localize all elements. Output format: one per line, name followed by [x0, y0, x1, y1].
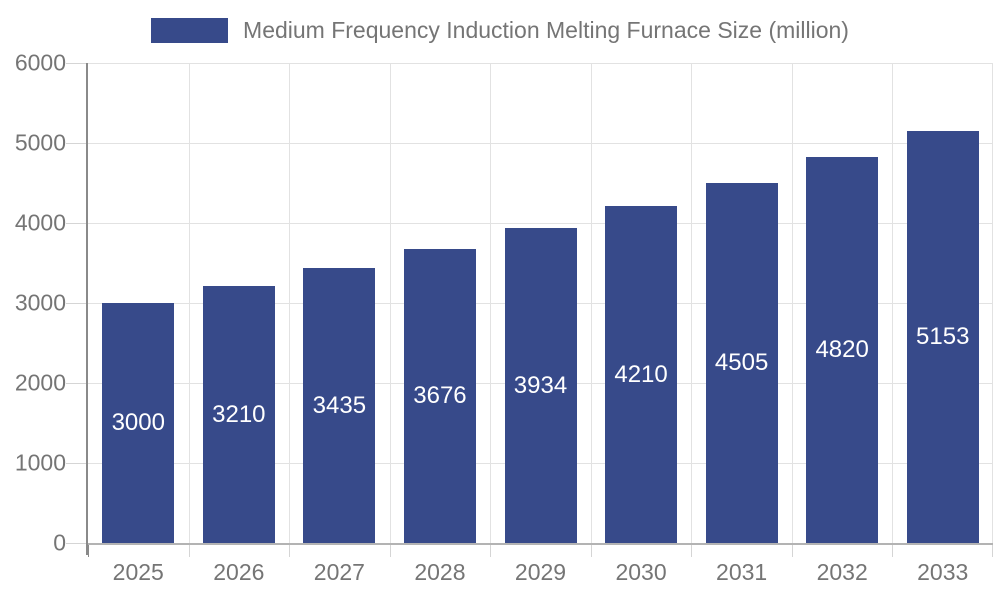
bar-value-label: 3000: [111, 409, 165, 436]
x-tick-label: 2030: [615, 559, 667, 585]
x-tick-label: 2033: [917, 559, 969, 585]
bar-value-label: 3435: [312, 391, 367, 419]
x-gridline: [892, 63, 894, 543]
y-tick: [66, 462, 86, 464]
bar: [705, 182, 778, 543]
x-tick-label: 2031: [716, 559, 768, 585]
legend[interactable]: Medium Frequency Induction Melting Furna…: [0, 17, 1000, 44]
x-gridline: [791, 63, 793, 543]
bar: [504, 228, 577, 543]
bar: [906, 130, 979, 543]
y-tick: [66, 382, 86, 384]
y-tick-label: 6000: [14, 49, 66, 76]
y-tick: [66, 542, 86, 544]
x-gridline: [490, 63, 492, 543]
x-axis-line: [88, 543, 993, 545]
x-tick-label: 2025: [112, 559, 164, 585]
bar: [403, 248, 476, 543]
x-gridline: [992, 63, 993, 543]
bar-value-label: 3210: [212, 400, 266, 428]
x-tick-label: 2026: [213, 559, 265, 585]
y-tick: [66, 302, 86, 304]
x-tick-label: 2027: [313, 559, 365, 585]
legend-label: Medium Frequency Induction Melting Furna…: [243, 17, 849, 43]
y-tick-label: 3000: [14, 289, 66, 316]
bar: [102, 303, 175, 543]
x-gridline: [590, 63, 592, 543]
y-tick-label: 5000: [14, 129, 66, 156]
y-axis-line: [86, 63, 88, 555]
y-tick-label: 1000: [14, 449, 66, 476]
x-gridline: [389, 63, 391, 543]
x-tick-label: 2029: [514, 559, 567, 585]
x-tick: [88, 545, 89, 557]
plot-area: 0 1000 2000 3000 4000 5000 6000 3000 2025 3210 202…: [15, 51, 993, 585]
x-tick: [791, 545, 793, 557]
x-tick: [992, 545, 993, 557]
bar: [806, 157, 879, 543]
y-gridline: [88, 142, 993, 144]
bar-value-label: 3934: [513, 371, 568, 399]
x-tick: [389, 545, 391, 557]
x-tick: [590, 545, 592, 557]
y-tick-label: 2000: [14, 369, 66, 396]
bar-value-label: 5153: [916, 322, 970, 350]
bar-value-label: 4505: [714, 348, 769, 376]
legend-swatch: [151, 18, 229, 43]
x-tick-label: 2032: [816, 559, 868, 585]
x-gridline: [691, 63, 693, 543]
y-tick-label: 0: [53, 529, 66, 556]
y-tick-label: 4000: [14, 209, 66, 236]
bar-value-label: 3676: [413, 381, 467, 409]
x-tick: [188, 545, 190, 557]
y-tick: [66, 62, 86, 64]
y-gridline: [88, 222, 993, 224]
bar-value-label: 4210: [614, 360, 668, 388]
x-tick: [691, 545, 693, 557]
bar-value-label: 4820: [815, 336, 869, 364]
bar: [605, 206, 678, 543]
y-tick: [66, 222, 86, 224]
x-tick-label: 2028: [414, 559, 466, 585]
y-tick: [66, 142, 86, 144]
x-tick: [490, 545, 492, 557]
x-gridline: [188, 63, 190, 543]
x-gridline: [289, 63, 291, 543]
bar: [303, 268, 376, 543]
y-gridline: [88, 62, 993, 64]
x-tick: [892, 545, 894, 557]
x-tick: [289, 545, 291, 557]
bar: [202, 286, 275, 543]
